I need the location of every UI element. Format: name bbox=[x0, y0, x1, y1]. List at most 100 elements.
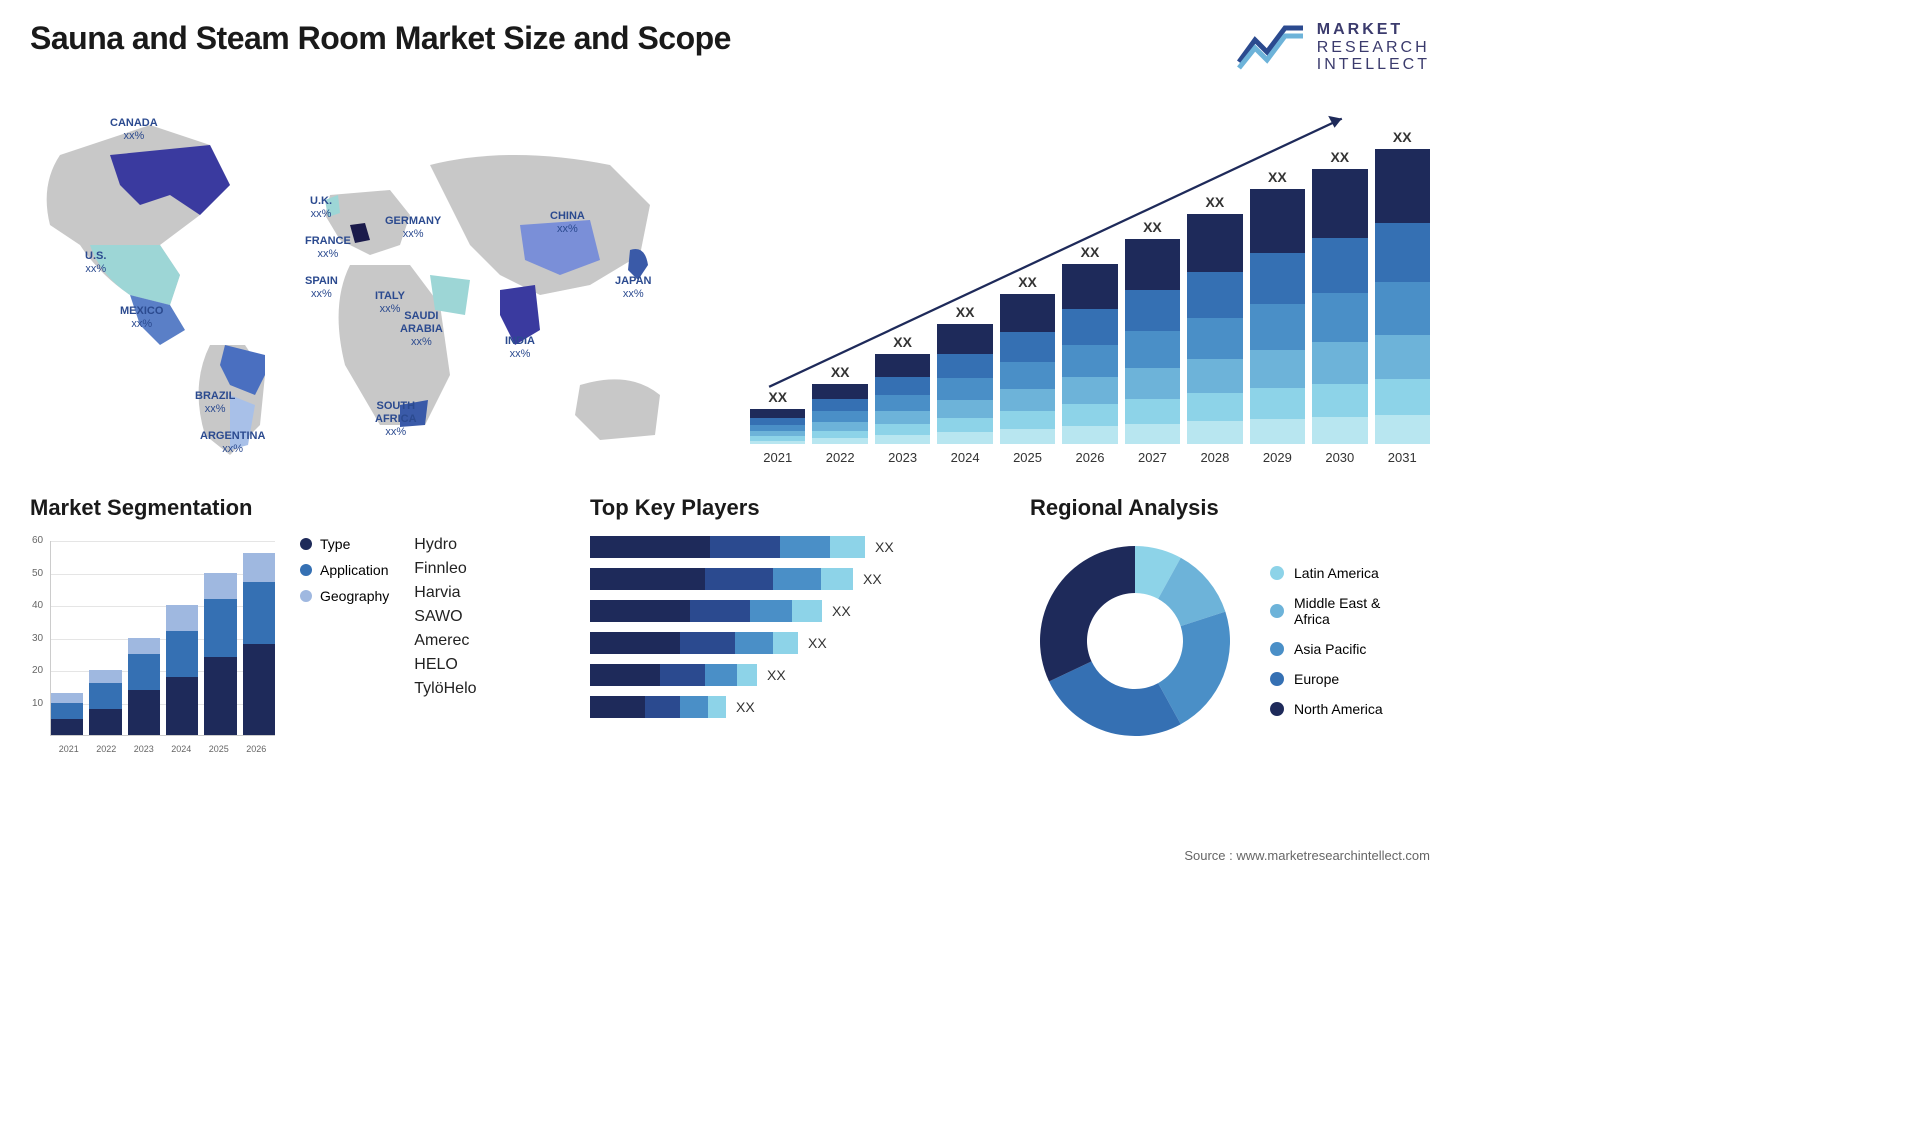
seg-year-label: 2021 bbox=[59, 744, 79, 754]
map-label: SPAINxx% bbox=[305, 275, 338, 301]
key-player-row: XX bbox=[590, 696, 1000, 718]
growth-bar-column: XX 2022 bbox=[812, 364, 867, 465]
growth-year-label: 2024 bbox=[951, 450, 980, 465]
seg-bar-column bbox=[51, 693, 83, 735]
seg-legend-item: Type bbox=[300, 536, 389, 552]
map-label: INDIAxx% bbox=[505, 335, 535, 361]
growth-year-label: 2027 bbox=[1138, 450, 1167, 465]
growth-year-label: 2021 bbox=[763, 450, 792, 465]
segmentation-title: Market Segmentation bbox=[30, 495, 560, 521]
seg-year-label: 2024 bbox=[171, 744, 191, 754]
seg-y-tick: 50 bbox=[32, 568, 43, 579]
map-label: BRAZILxx% bbox=[195, 390, 235, 416]
key-player-row: XX bbox=[590, 600, 1000, 622]
seg-bar-column bbox=[166, 605, 198, 735]
growth-bar-label: XX bbox=[1081, 244, 1100, 260]
key-player-row: XX bbox=[590, 568, 1000, 590]
growth-chart: XX 2021 XX 2022 XX 2023 XX 2024 XX 2025 XX 2026 XX 20… bbox=[740, 95, 1430, 465]
seg-player-name: SAWO bbox=[414, 608, 476, 626]
growth-bar-column: XX 2028 bbox=[1187, 194, 1242, 465]
growth-bar-label: XX bbox=[1143, 219, 1162, 235]
map-label: FRANCExx% bbox=[305, 235, 351, 261]
growth-bar-label: XX bbox=[1018, 274, 1037, 290]
growth-bar-column: XX 2021 bbox=[750, 389, 805, 465]
growth-bar-label: XX bbox=[1330, 149, 1349, 165]
growth-year-label: 2023 bbox=[888, 450, 917, 465]
map-label: CANADAxx% bbox=[110, 117, 158, 143]
key-players-section: Top Key Players XXXXXXXXXXXX bbox=[590, 495, 1000, 756]
seg-bar-column bbox=[243, 553, 275, 735]
regional-legend-item: Latin America bbox=[1270, 565, 1383, 581]
seg-year-label: 2025 bbox=[209, 744, 229, 754]
bottom-row: Market Segmentation 2021 2022 2023 2024 2025… bbox=[30, 495, 1430, 756]
regional-legend-item: North America bbox=[1270, 701, 1383, 717]
logo: MARKET RESEARCH INTELLECT bbox=[1237, 20, 1430, 75]
growth-year-label: 2026 bbox=[1076, 450, 1105, 465]
seg-y-tick: 30 bbox=[32, 633, 43, 644]
map-label: SOUTHAFRICAxx% bbox=[375, 400, 417, 440]
logo-line-1: MARKET bbox=[1317, 21, 1430, 39]
growth-bar-label: XX bbox=[956, 304, 975, 320]
regional-section: Regional Analysis Latin AmericaMiddle Ea… bbox=[1030, 495, 1430, 756]
growth-bar-column: XX 2026 bbox=[1062, 244, 1117, 465]
regional-legend-item: Asia Pacific bbox=[1270, 641, 1383, 657]
growth-year-label: 2022 bbox=[826, 450, 855, 465]
seg-y-tick: 60 bbox=[32, 535, 43, 546]
growth-bar-label: XX bbox=[831, 364, 850, 380]
growth-bar-label: XX bbox=[1393, 129, 1412, 145]
seg-year-label: 2026 bbox=[246, 744, 266, 754]
top-row: CANADAxx% U.S.xx% MEXICOxx% BRAZILxx% ARGENT… bbox=[30, 95, 1430, 465]
donut-slice bbox=[1040, 546, 1135, 681]
regional-legend-item: Europe bbox=[1270, 671, 1383, 687]
regional-legend-item: Middle East &Africa bbox=[1270, 595, 1383, 627]
donut-slice bbox=[1049, 661, 1181, 736]
seg-legend-item: Geography bbox=[300, 588, 389, 604]
regional-legend: Latin America Middle East &Africa Asia Pac… bbox=[1270, 565, 1383, 717]
growth-year-label: 2029 bbox=[1263, 450, 1292, 465]
seg-year-label: 2023 bbox=[134, 744, 154, 754]
seg-player-name: TylöHelo bbox=[414, 680, 476, 698]
seg-y-tick: 20 bbox=[32, 665, 43, 676]
growth-year-label: 2031 bbox=[1388, 450, 1417, 465]
key-player-value: XX bbox=[832, 603, 851, 619]
growth-bar-column: XX 2025 bbox=[1000, 274, 1055, 465]
growth-year-label: 2030 bbox=[1325, 450, 1354, 465]
map-label: ARGENTINAxx% bbox=[200, 430, 265, 456]
segmentation-legend: TypeApplicationGeography bbox=[300, 536, 389, 756]
growth-bar-column: XX 2031 bbox=[1375, 129, 1430, 465]
growth-bar-column: XX 2027 bbox=[1125, 219, 1180, 465]
growth-bar-label: XX bbox=[1206, 194, 1225, 210]
logo-line-3: INTELLECT bbox=[1317, 56, 1430, 74]
seg-player-name: Hydro bbox=[414, 536, 476, 554]
map-label: U.S.xx% bbox=[85, 250, 106, 276]
map-label: GERMANYxx% bbox=[385, 215, 441, 241]
seg-player-name: Finnleo bbox=[414, 560, 476, 578]
key-player-value: XX bbox=[863, 571, 882, 587]
regional-donut-chart bbox=[1030, 536, 1240, 746]
map-label: JAPANxx% bbox=[615, 275, 651, 301]
growth-bar-label: XX bbox=[893, 334, 912, 350]
seg-player-name: Amerec bbox=[414, 632, 476, 650]
growth-year-label: 2028 bbox=[1200, 450, 1229, 465]
world-map-section: CANADAxx% U.S.xx% MEXICOxx% BRAZILxx% ARGENT… bbox=[30, 95, 710, 465]
growth-bar-label: XX bbox=[1268, 169, 1287, 185]
key-player-value: XX bbox=[767, 667, 786, 683]
page-title: Sauna and Steam Room Market Size and Sco… bbox=[30, 20, 731, 57]
logo-text: MARKET RESEARCH INTELLECT bbox=[1317, 21, 1430, 74]
growth-year-label: 2025 bbox=[1013, 450, 1042, 465]
seg-player-name: HELO bbox=[414, 656, 476, 674]
growth-bar-column: XX 2023 bbox=[875, 334, 930, 465]
map-label: MEXICOxx% bbox=[120, 305, 163, 331]
seg-bar-column bbox=[204, 573, 236, 736]
header: Sauna and Steam Room Market Size and Sco… bbox=[30, 20, 1430, 75]
map-label: U.K.xx% bbox=[310, 195, 332, 221]
seg-player-name: Harvia bbox=[414, 584, 476, 602]
growth-bar-label: XX bbox=[768, 389, 787, 405]
map-label: CHINAxx% bbox=[550, 210, 585, 236]
key-player-value: XX bbox=[875, 539, 894, 555]
growth-bar-column: XX 2029 bbox=[1250, 169, 1305, 465]
world-map-icon bbox=[30, 95, 710, 465]
segmentation-players-list: Hydro Finnleo Harvia SAWO Amerec HELO TylöHelo bbox=[414, 536, 476, 756]
key-player-row: XX bbox=[590, 664, 1000, 686]
seg-year-label: 2022 bbox=[96, 744, 116, 754]
